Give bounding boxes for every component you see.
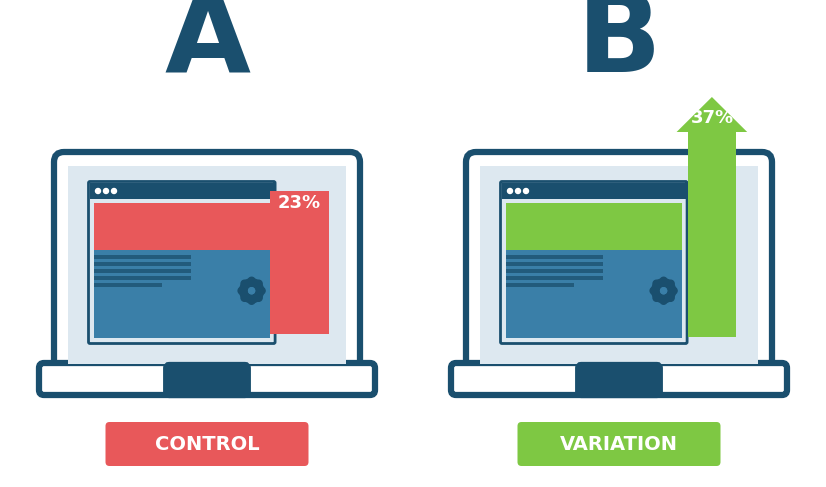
Circle shape: [507, 188, 512, 193]
Circle shape: [650, 287, 657, 294]
Bar: [94, 269, 191, 273]
Circle shape: [524, 188, 529, 193]
FancyBboxPatch shape: [88, 182, 275, 343]
Bar: [506, 255, 603, 259]
Bar: [94, 203, 269, 338]
Circle shape: [667, 280, 674, 287]
Circle shape: [661, 288, 667, 294]
FancyBboxPatch shape: [166, 365, 248, 395]
Bar: [506, 283, 573, 287]
Bar: [506, 262, 603, 266]
Circle shape: [96, 188, 101, 193]
Bar: [94, 255, 191, 259]
Circle shape: [112, 188, 116, 193]
Circle shape: [661, 288, 667, 294]
Circle shape: [667, 294, 674, 301]
Bar: [269, 191, 329, 334]
Circle shape: [241, 280, 248, 287]
Circle shape: [652, 279, 676, 303]
Text: 37%: 37%: [691, 109, 733, 127]
FancyBboxPatch shape: [466, 152, 772, 378]
Circle shape: [248, 277, 255, 284]
Circle shape: [241, 294, 248, 301]
Circle shape: [661, 288, 667, 294]
Circle shape: [670, 287, 677, 294]
Bar: [68, 166, 346, 364]
Bar: [506, 269, 603, 273]
Circle shape: [249, 288, 254, 294]
Circle shape: [103, 188, 108, 193]
Text: VARIATION: VARIATION: [560, 434, 678, 453]
Circle shape: [660, 297, 667, 304]
Bar: [480, 166, 758, 364]
Text: A: A: [164, 0, 250, 95]
Polygon shape: [676, 97, 748, 132]
Circle shape: [660, 277, 667, 284]
FancyBboxPatch shape: [518, 422, 720, 466]
Circle shape: [249, 288, 254, 294]
Bar: [94, 203, 269, 250]
FancyBboxPatch shape: [501, 182, 687, 343]
Text: 23%: 23%: [278, 194, 320, 212]
Bar: [94, 262, 191, 266]
Circle shape: [255, 294, 262, 301]
Bar: [94, 283, 162, 287]
Circle shape: [653, 280, 660, 287]
Bar: [502, 183, 686, 199]
Circle shape: [255, 280, 262, 287]
Bar: [506, 203, 681, 250]
Circle shape: [653, 294, 660, 301]
Circle shape: [658, 286, 668, 296]
Bar: [90, 183, 273, 199]
FancyBboxPatch shape: [106, 422, 308, 466]
Bar: [687, 132, 736, 337]
FancyBboxPatch shape: [39, 363, 375, 395]
Bar: [94, 276, 191, 280]
Circle shape: [258, 287, 265, 294]
FancyBboxPatch shape: [451, 363, 787, 395]
Bar: [506, 276, 603, 280]
FancyBboxPatch shape: [578, 365, 660, 395]
FancyBboxPatch shape: [54, 152, 360, 378]
Circle shape: [247, 286, 257, 296]
Text: CONTROL: CONTROL: [154, 434, 259, 453]
Circle shape: [240, 279, 263, 303]
Text: B: B: [577, 0, 662, 95]
Circle shape: [515, 188, 520, 193]
Circle shape: [249, 288, 254, 294]
Circle shape: [238, 287, 245, 294]
Circle shape: [248, 297, 255, 304]
Bar: [506, 203, 681, 338]
